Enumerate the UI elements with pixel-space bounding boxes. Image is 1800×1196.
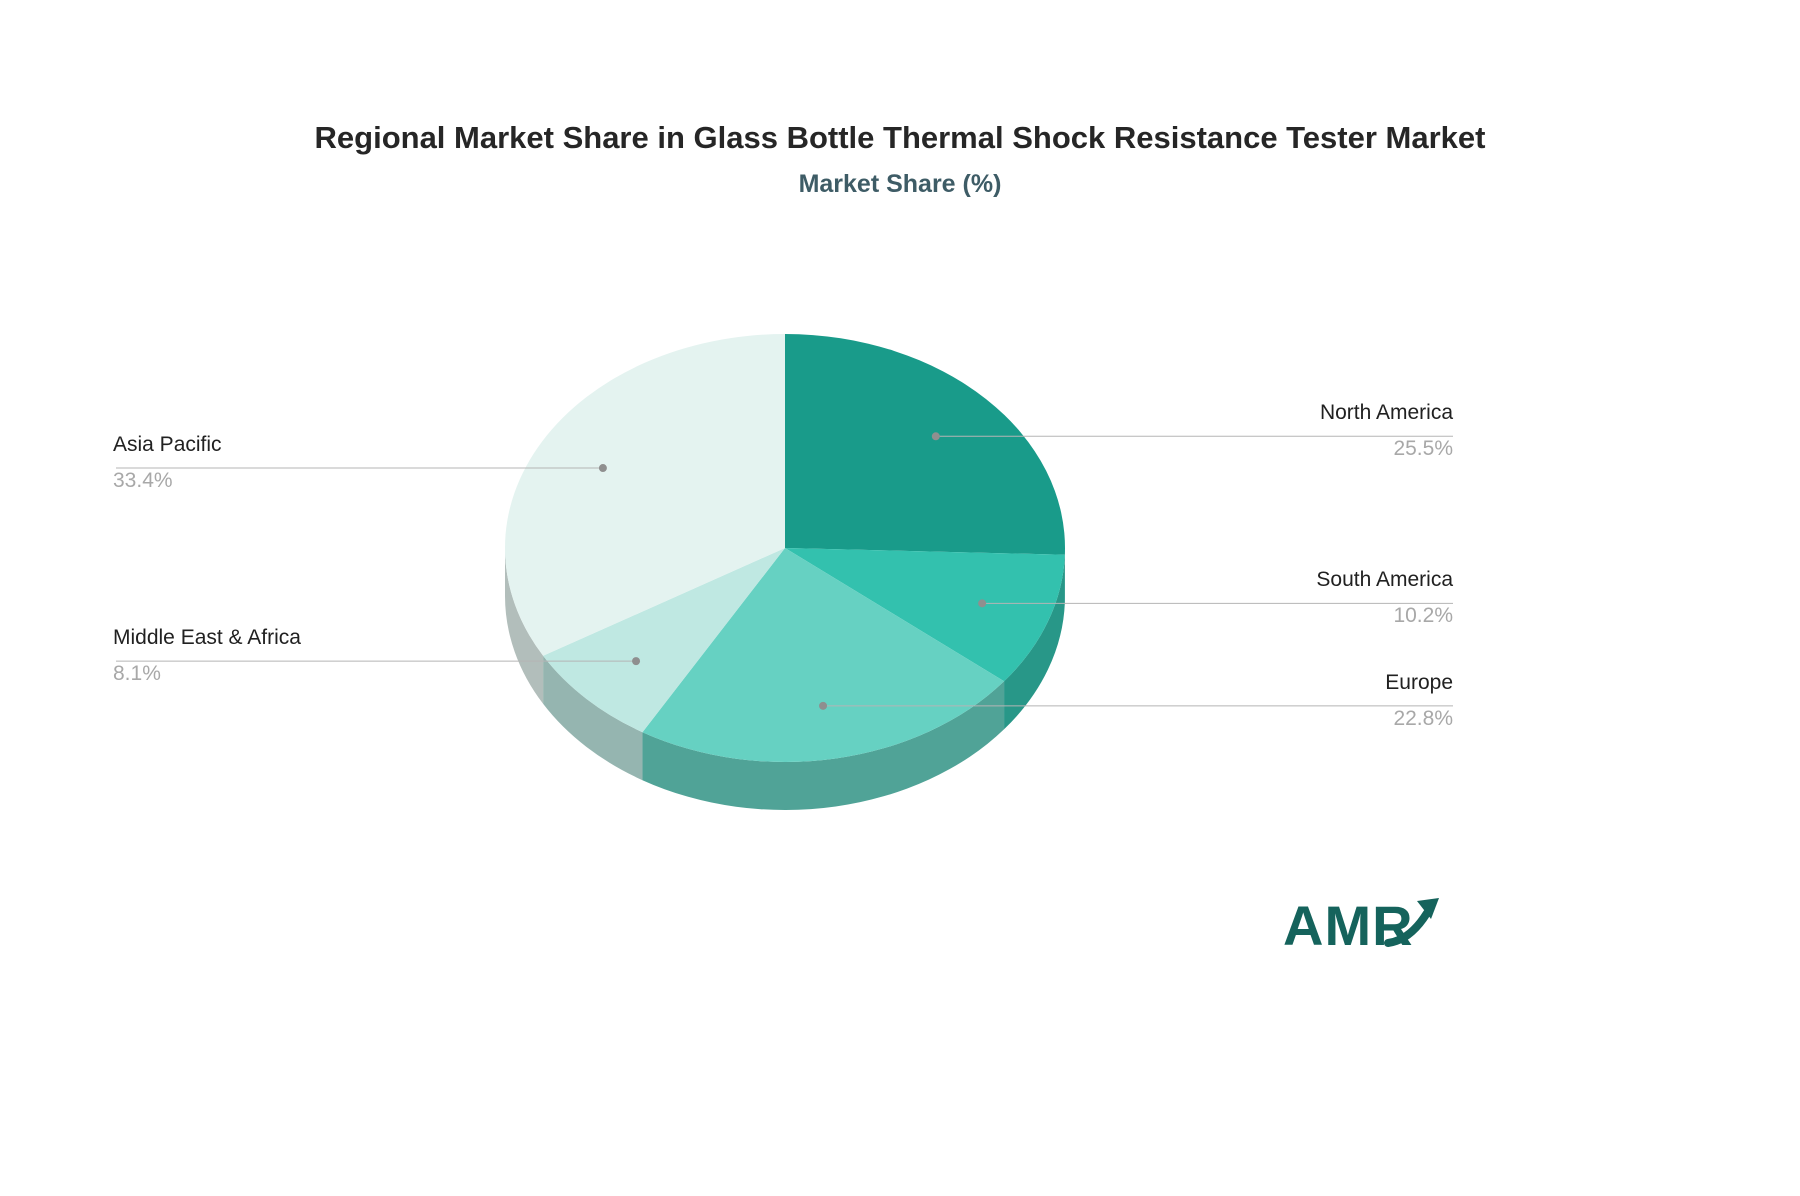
pie-slice-south-america	[785, 548, 1065, 682]
leader-dot-europe	[819, 701, 828, 710]
logo-arrow-icon	[1384, 898, 1439, 947]
label-south-america: South America 10.2%	[1316, 567, 1453, 629]
pie-slice-north-america	[785, 334, 1065, 555]
label-asia-pacific: Asia Pacific 33.4%	[113, 432, 222, 494]
label-north-america: North America 25.5%	[1320, 400, 1453, 462]
pie-side-middle-east-africa	[543, 655, 643, 781]
leader-dot-south-america	[978, 599, 987, 608]
slice-value-europe: 22.8%	[1393, 706, 1453, 730]
leader-dot-north-america	[931, 432, 940, 441]
slice-name-europe: Europe	[1385, 670, 1453, 694]
slice-name-asia-pacific: Asia Pacific	[113, 433, 222, 457]
pie-side-europe	[642, 681, 1005, 811]
leader-dot-asia-pacific	[598, 464, 607, 473]
pie-slice-asia-pacific	[504, 334, 785, 656]
slice-value-north-america: 25.5%	[1393, 437, 1453, 461]
slice-name-south-america: South America	[1316, 568, 1453, 592]
pie-slice-middle-east-africa	[543, 548, 785, 733]
label-middle-east-africa: Middle East & Africa 8.1%	[113, 625, 301, 687]
slice-value-asia-pacific: 33.4%	[113, 469, 173, 493]
pie-slice-europe	[642, 548, 1005, 762]
amr-logo: AMR	[1283, 893, 1443, 963]
slice-value-south-america: 10.2%	[1393, 604, 1453, 628]
pie-side-south-america	[1004, 554, 1065, 730]
leader-dot-middle-east-africa	[632, 657, 641, 666]
slice-name-north-america: North America	[1319, 401, 1453, 425]
chart-title: Regional Market Share in Glass Bottle Th…	[314, 120, 1486, 155]
pie-side-asia-pacific	[505, 548, 544, 704]
slice-name-middle-east-africa: Middle East & Africa	[113, 626, 301, 650]
chart-subtitle: Market Share (%)	[798, 170, 1002, 198]
label-europe: Europe 22.8%	[1385, 670, 1453, 732]
slice-value-middle-east-africa: 8.1%	[113, 662, 161, 686]
